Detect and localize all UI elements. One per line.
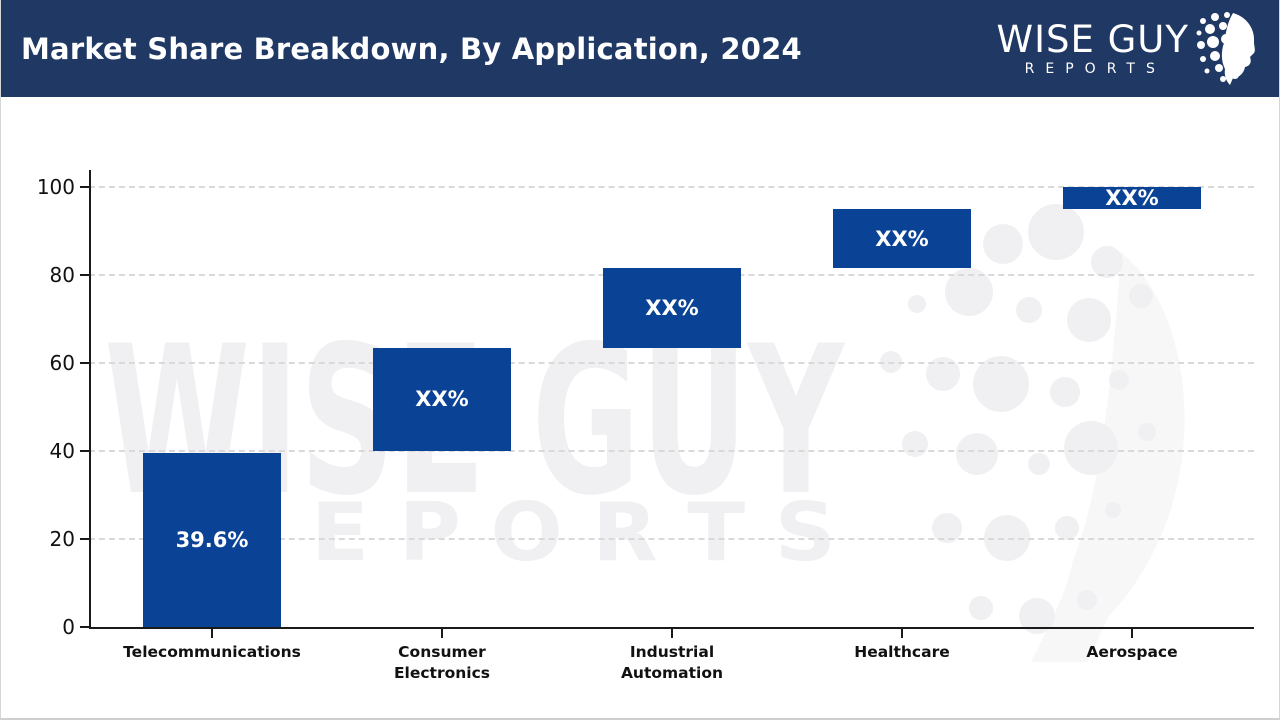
bar-healthcare: XX% [833, 209, 971, 269]
y-tick-20 [80, 538, 89, 540]
x-category-label-consumer-electronics: Consumer Electronics [393, 643, 491, 682]
y-tick-label-100: 100 [36, 175, 75, 199]
y-tick-100 [80, 186, 89, 188]
bar-value-label: 39.6% [175, 527, 249, 552]
y-tick-label-20: 20 [49, 527, 75, 551]
x-axis-spine [89, 627, 1254, 629]
y-tick-label-80: 80 [49, 263, 75, 287]
chart-title: Market Share Breakdown, By Application, … [21, 31, 802, 66]
x-tick-0 [211, 629, 213, 638]
bar-value-label: XX% [645, 295, 699, 320]
x-tick-3 [901, 629, 903, 638]
x-tick-2 [671, 629, 673, 638]
logo-wordmark-main: WISE GUY [996, 17, 1189, 61]
x-category-label-healthcare: Healthcare [854, 643, 950, 661]
x-category-label-aerospace: Aerospace [1086, 643, 1178, 661]
bar-value-label: XX% [415, 387, 469, 412]
gridline-60 [89, 362, 1254, 364]
y-tick-60 [80, 362, 89, 364]
bar-industrial-automation: XX% [603, 268, 741, 348]
gridline-100 [89, 186, 1254, 188]
x-category-label-industrial-automation: Industrial Automation [620, 643, 724, 682]
y-tick-label-60: 60 [49, 351, 75, 375]
bar-value-label: XX% [1105, 186, 1159, 210]
bar-value-label: XX% [875, 226, 929, 251]
logo-wordmark-sub: REPORTS [1024, 60, 1166, 77]
bar-consumer-electronics: XX% [373, 347, 511, 451]
gridline-40 [89, 450, 1254, 452]
y-tick-label-0: 0 [62, 615, 75, 639]
bar-telecommunications: 39.6% [143, 452, 281, 627]
bar-aerospace: XX% [1063, 186, 1201, 210]
x-tick-1 [441, 629, 443, 638]
y-tick-label-40: 40 [49, 439, 75, 463]
gridline-20 [89, 538, 1254, 540]
watermark-line2: R E P O R T S [216, 486, 836, 579]
logo-wordmark: WISE GUY REPORTS [997, 21, 1189, 77]
y-tick-40 [80, 450, 89, 452]
x-tick-4 [1131, 629, 1133, 638]
wiseguy-logo: WISE GUY REPORTS [997, 11, 1261, 87]
y-axis-spine [89, 170, 91, 629]
y-tick-80 [80, 274, 89, 276]
header: Market Share Breakdown, By Application, … [1, 0, 1279, 97]
chart-area: WISE GUY R E P O R T S 0 20 40 60 80 100 39.6%… [1, 97, 1279, 718]
y-tick-0 [80, 626, 89, 628]
x-category-label-telecommunications: Telecommunications [123, 643, 301, 661]
logo-head-icon [1196, 11, 1255, 85]
